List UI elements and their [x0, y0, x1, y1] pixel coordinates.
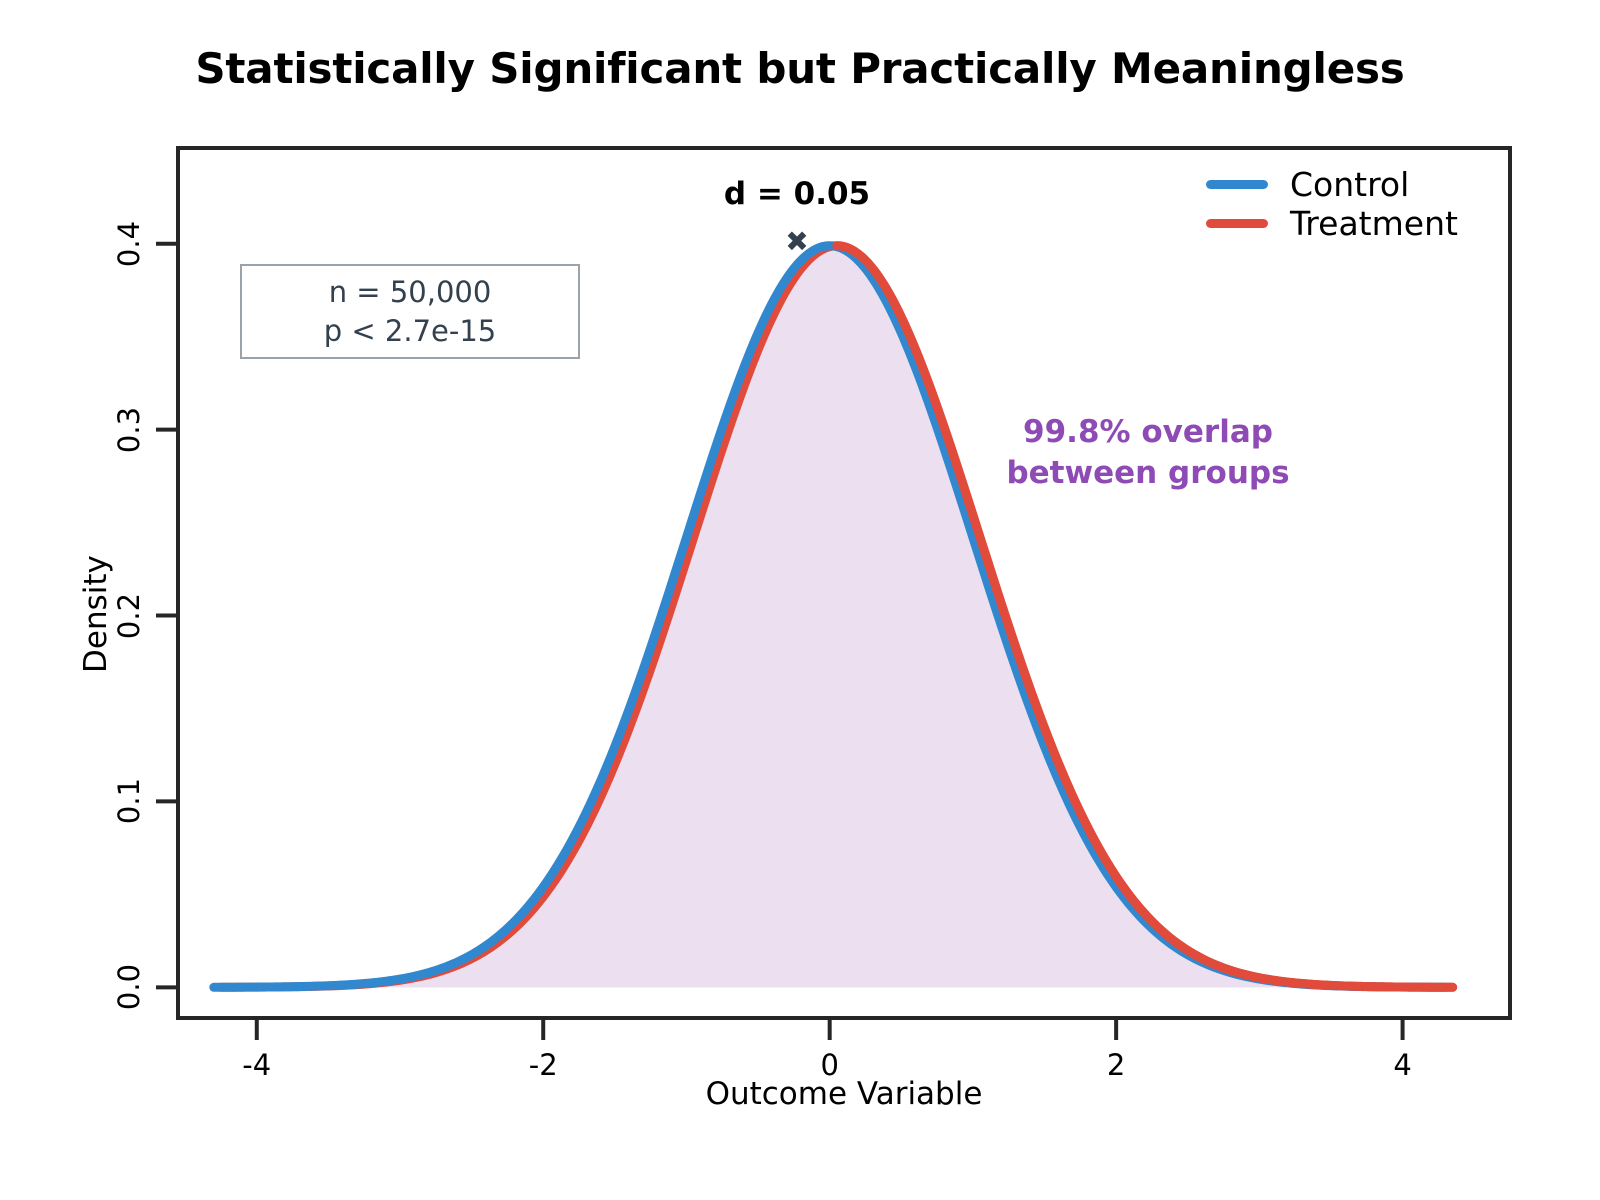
overlap-annotation: 99.8% overlap between groups: [1006, 412, 1289, 494]
stats-sample-size: n = 50,000: [328, 274, 492, 309]
chart-title: Statistically Significant but Practicall…: [195, 44, 1405, 93]
y-tick-label: 0.1: [112, 778, 146, 825]
overlap-line-1: 99.8% overlap: [1023, 414, 1273, 450]
overlap-line-2: between groups: [1006, 455, 1290, 492]
x-tick-label: -2: [528, 1048, 558, 1082]
legend-label-control: Control: [1290, 165, 1410, 204]
x-marker-icon: ✖: [785, 225, 809, 258]
x-tick-label: -4: [242, 1048, 272, 1082]
y-tick-label: 0.3: [112, 406, 146, 453]
stats-p-value: p < 2.7e-15: [323, 313, 497, 348]
x-tick-label: 0: [820, 1048, 839, 1082]
x-axis-label: Outcome Variable: [705, 1076, 983, 1112]
y-tick-label: 0.2: [112, 592, 146, 639]
legend-item-control: Control: [1206, 165, 1506, 204]
legend-label-treatment: Treatment: [1290, 204, 1458, 243]
legend-swatch-control: [1206, 180, 1268, 189]
x-tick-label: 4: [1393, 1048, 1412, 1082]
y-tick-label: 0.4: [112, 220, 146, 267]
x-tick-label: 2: [1106, 1048, 1126, 1082]
chart-legend: Control Treatment: [1206, 165, 1506, 243]
y-tick-label: 0.0: [112, 964, 146, 1011]
effect-size-label: d = 0.05: [723, 176, 871, 212]
legend-item-treatment: Treatment: [1206, 204, 1506, 243]
y-axis-label: Density: [78, 555, 114, 673]
legend-swatch-treatment: [1206, 219, 1268, 228]
stats-annotation-box: n = 50,000 p < 2.7e-15: [240, 264, 580, 359]
